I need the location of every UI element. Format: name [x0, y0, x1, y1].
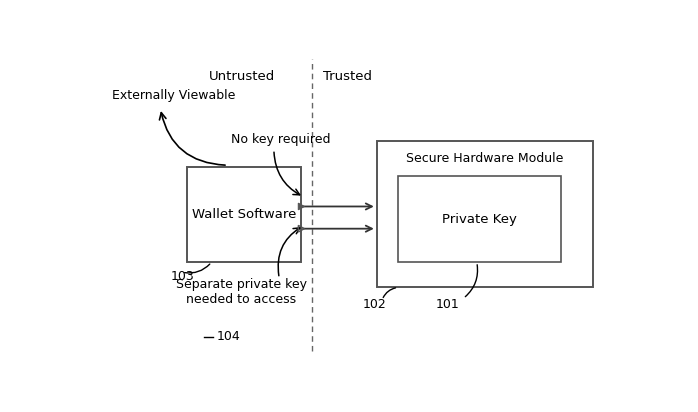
Bar — [187, 167, 301, 262]
Text: Untrusted: Untrusted — [209, 70, 276, 83]
Bar — [399, 176, 560, 262]
Text: 102: 102 — [363, 298, 387, 311]
Text: 104: 104 — [217, 330, 241, 343]
Text: Wallet Software: Wallet Software — [192, 208, 297, 221]
Text: Separate private key
needed to access: Separate private key needed to access — [176, 278, 307, 306]
Text: 103: 103 — [171, 270, 195, 283]
Text: Private Key: Private Key — [442, 213, 517, 226]
Polygon shape — [298, 203, 304, 210]
Text: No key required: No key required — [230, 133, 330, 146]
Bar — [377, 141, 593, 288]
Text: Externally Viewable: Externally Viewable — [112, 89, 235, 102]
Text: 101: 101 — [436, 298, 460, 311]
Text: Trusted: Trusted — [322, 70, 371, 83]
Text: Secure Hardware Module: Secure Hardware Module — [406, 152, 563, 165]
